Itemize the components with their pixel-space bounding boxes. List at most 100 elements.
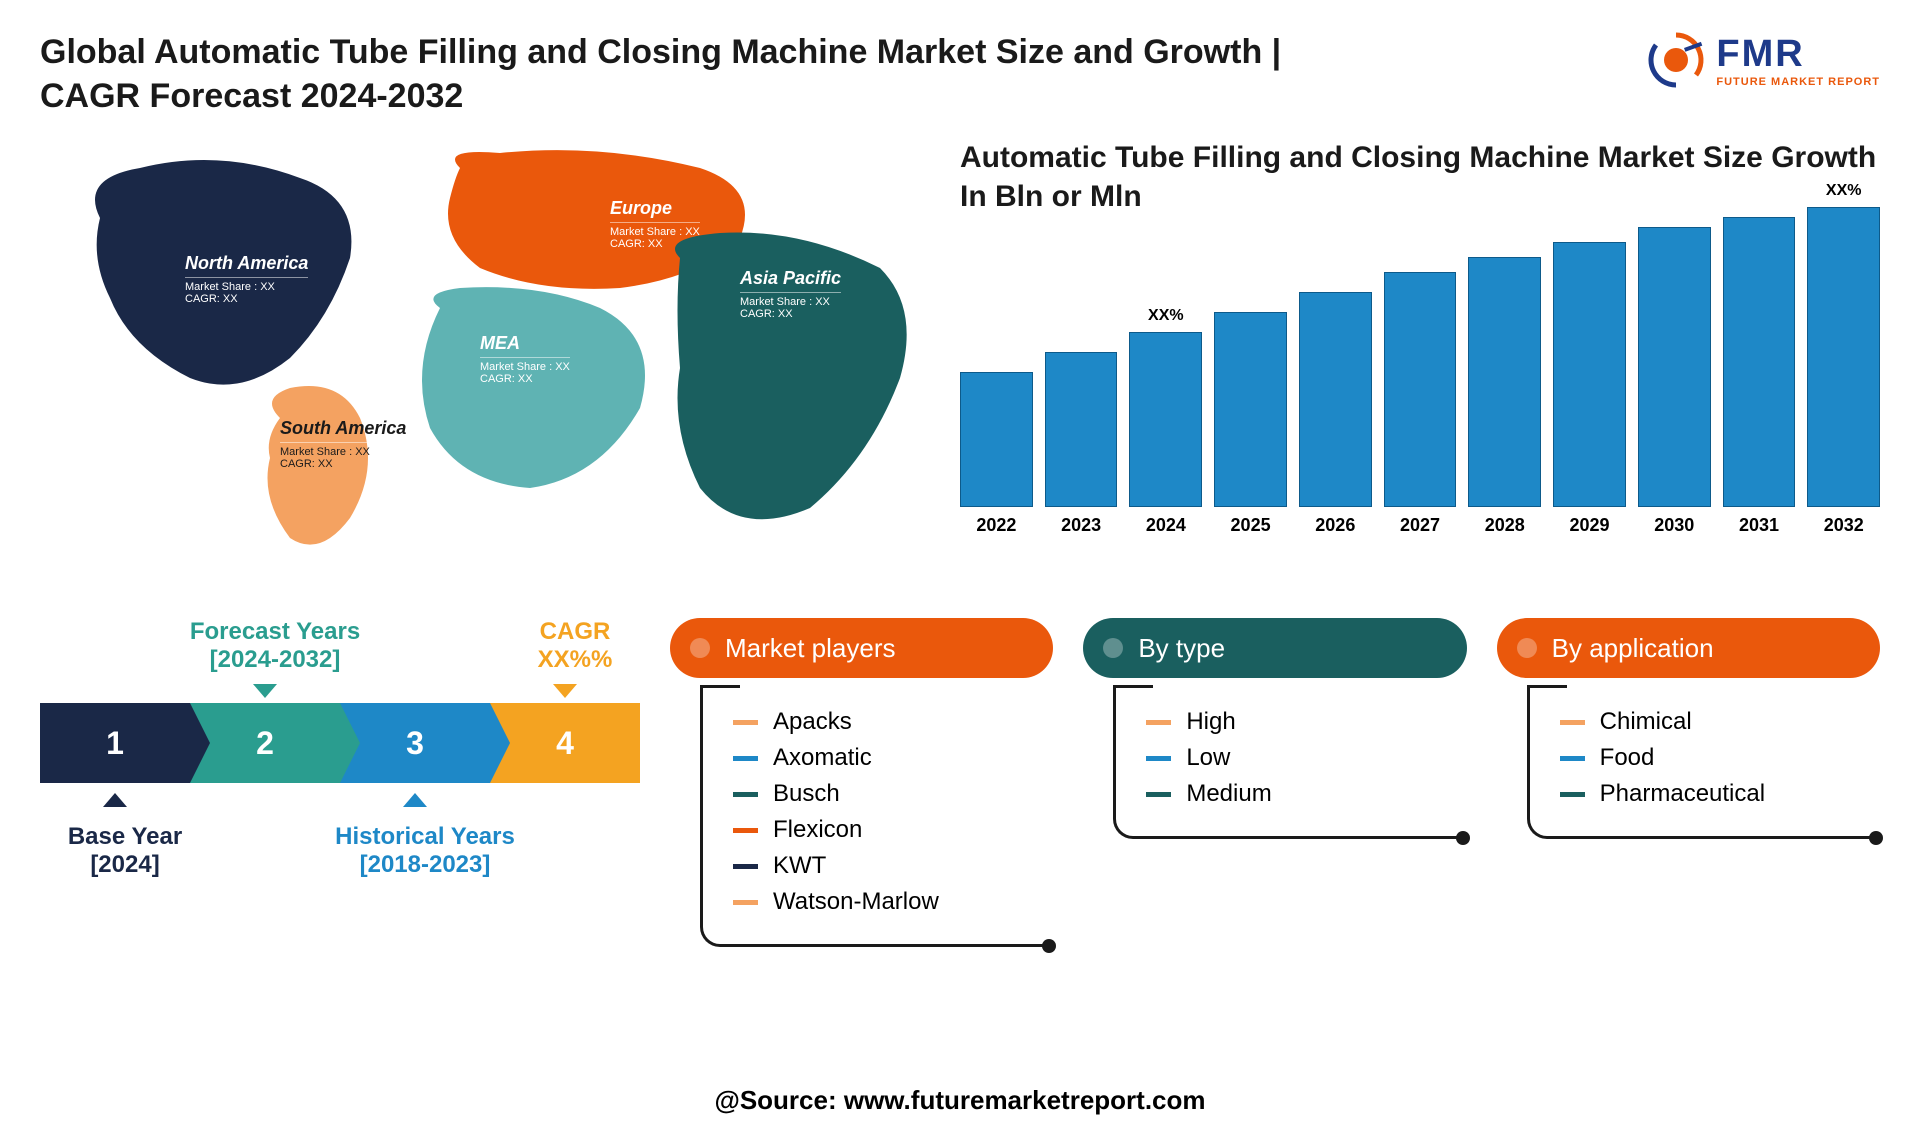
category-item-label: Pharmaceutical: [1600, 780, 1765, 808]
timeline-segment-2: 2: [190, 703, 340, 783]
region-name: North America: [185, 253, 308, 274]
category-bracket: ApacksAxomaticBuschFlexiconKWTWatson-Mar…: [700, 688, 1053, 947]
category-item: High: [1146, 708, 1466, 736]
category-market-players: Market playersApacksAxomaticBuschFlexico…: [670, 618, 1053, 947]
category-item: Flexicon: [733, 816, 1053, 844]
source-text: @Source: www.futuremarketreport.com: [714, 1085, 1205, 1116]
bar-2030: 2030: [1638, 227, 1711, 536]
region-share: Market Share : XX: [740, 292, 841, 308]
tick-icon: [1146, 756, 1171, 761]
timeline-label-1: Base Year[2024]: [35, 823, 215, 879]
region-cagr: CAGR: XX: [185, 293, 308, 305]
category-item: Watson-Marlow: [733, 888, 1053, 916]
region-label-asia-pacific: Asia PacificMarket Share : XXCAGR: XX: [740, 268, 841, 320]
dot-icon: [690, 638, 710, 658]
bar-rect: [1638, 227, 1711, 507]
bar-rect: [1723, 217, 1796, 507]
bar-year-label: 2022: [976, 515, 1016, 536]
category-title: Market players: [725, 633, 896, 664]
region-name: MEA: [480, 333, 570, 354]
bar-year-label: 2024: [1146, 515, 1186, 536]
chart-title: Automatic Tube Filling and Closing Machi…: [960, 138, 1880, 216]
region-share: Market Share : XX: [280, 442, 406, 458]
timeline-label-2: Forecast Years[2024-2032]: [185, 618, 365, 674]
bar-2025: 2025: [1214, 312, 1287, 536]
bar-2029: 2029: [1553, 242, 1626, 536]
bar-2024: XX%2024: [1129, 332, 1202, 536]
category-item-label: Flexicon: [773, 816, 862, 844]
region-share: Market Share : XX: [610, 222, 700, 238]
timeline-segment-1: 1: [40, 703, 190, 783]
category-item-label: Busch: [773, 780, 840, 808]
region-label-europe: Europe Market Share : XXCAGR: XX: [610, 198, 700, 250]
logo-sub-text: FUTURE MARKET REPORT: [1716, 76, 1880, 88]
region-name: South America: [280, 418, 406, 439]
category-item: Chimical: [1560, 708, 1880, 736]
timeline-arrow-4: [553, 684, 577, 698]
bar-rect: [1214, 312, 1287, 507]
bar-rect: [1384, 272, 1457, 507]
timeline-segment-4: 4: [490, 703, 640, 783]
category-item-label: Watson-Marlow: [773, 888, 939, 916]
category-section: Market playersApacksAxomaticBuschFlexico…: [670, 618, 1880, 947]
region-name: Europe: [610, 198, 700, 219]
bar-annotation: XX%: [1826, 182, 1862, 200]
page-title: Global Automatic Tube Filling and Closin…: [40, 30, 1290, 118]
region-label-north-america: North AmericaMarket Share : XXCAGR: XX: [185, 253, 308, 305]
timeline-arrow-3: [403, 793, 427, 807]
bar-2032: XX%2032: [1807, 207, 1880, 536]
timeline-labels-bottom: Base Year[2024]Historical Years[2018-202…: [40, 793, 640, 893]
region-cagr: CAGR: XX: [610, 238, 700, 250]
tick-icon: [1146, 720, 1171, 725]
category-title: By application: [1552, 633, 1714, 664]
bar-2031: 2031: [1723, 217, 1796, 536]
logo-text: FMR FUTURE MARKET REPORT: [1716, 33, 1880, 88]
tick-icon: [1146, 792, 1171, 797]
region-cagr: CAGR: XX: [280, 458, 406, 470]
category-item-label: Apacks: [773, 708, 852, 736]
bar-chart-section: Automatic Tube Filling and Closing Machi…: [960, 138, 1880, 558]
category-header: By type: [1083, 618, 1466, 678]
bar-year-label: 2031: [1739, 515, 1779, 536]
category-item: Food: [1560, 744, 1880, 772]
bar-2023: 2023: [1045, 352, 1118, 536]
timeline-label-4: CAGRXX%%: [485, 618, 665, 674]
world-map: North AmericaMarket Share : XXCAGR: XXSo…: [40, 138, 920, 558]
bar-year-label: 2026: [1315, 515, 1355, 536]
bar-rect: [1299, 292, 1372, 507]
logo: FMR FUTURE MARKET REPORT: [1646, 30, 1880, 90]
timeline-section: Forecast Years[2024-2032]CAGRXX%% 1234 B…: [40, 618, 640, 947]
category-item-label: Food: [1600, 744, 1655, 772]
region-label-mea: MEAMarket Share : XXCAGR: XX: [480, 333, 570, 385]
category-item-label: KWT: [773, 852, 826, 880]
category-bracket: Chimical Food Pharmaceutical: [1527, 688, 1880, 839]
tick-icon: [733, 756, 758, 761]
tick-icon: [1560, 756, 1585, 761]
timeline-segment-3: 3: [340, 703, 490, 783]
category-item: Low: [1146, 744, 1466, 772]
category-bracket: High Low Medium: [1113, 688, 1466, 839]
category-item: Apacks: [733, 708, 1053, 736]
bar-2027: 2027: [1384, 272, 1457, 536]
region-name: Asia Pacific: [740, 268, 841, 289]
category-item-label: Chimical: [1600, 708, 1692, 736]
timeline-bar: 1234: [40, 703, 640, 783]
region-share: Market Share : XX: [480, 357, 570, 373]
bar-year-label: 2027: [1400, 515, 1440, 536]
bar-year-label: 2028: [1485, 515, 1525, 536]
category-item-label: High: [1186, 708, 1235, 736]
category-item: KWT: [733, 852, 1053, 880]
bar-rect: [960, 372, 1033, 507]
tick-icon: [1560, 792, 1585, 797]
tick-icon: [1560, 720, 1585, 725]
map-region-mea: [422, 288, 645, 489]
bar-year-label: 2023: [1061, 515, 1101, 536]
category-item-label: Medium: [1186, 780, 1271, 808]
tick-icon: [733, 792, 758, 797]
bar-year-label: 2029: [1569, 515, 1609, 536]
lower-section: Forecast Years[2024-2032]CAGRXX%% 1234 B…: [40, 618, 1880, 947]
timeline-arrow-2: [253, 684, 277, 698]
category-by-application: By application Chimical Food Pharmaceutical: [1497, 618, 1880, 947]
tick-icon: [733, 828, 758, 833]
timeline-labels-top: Forecast Years[2024-2032]CAGRXX%%: [40, 618, 640, 698]
